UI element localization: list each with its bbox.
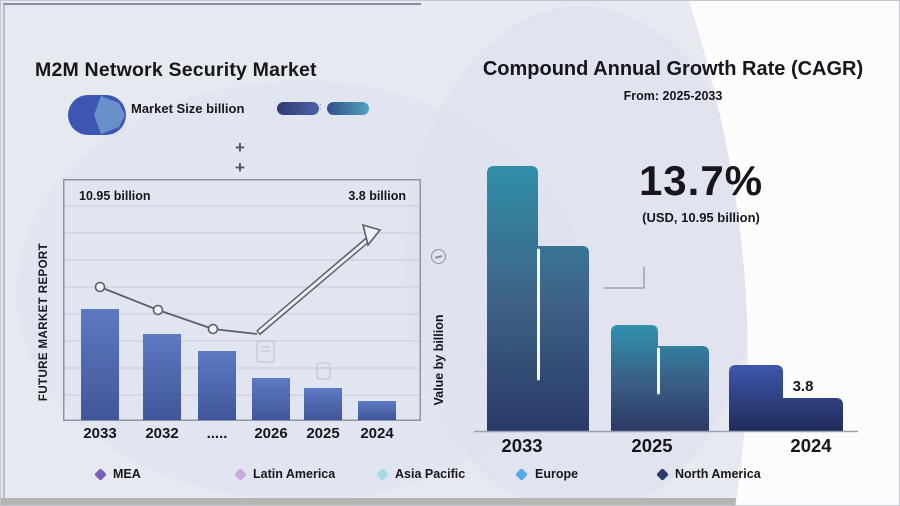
trend-markers — [94, 281, 219, 335]
plus-icon: + — [235, 158, 245, 177]
bar-dots — [198, 351, 236, 420]
market-bars — [81, 309, 396, 420]
database-icon — [68, 95, 126, 135]
future-market-report-watermark: FUTURE MARKET REPORT — [38, 242, 50, 402]
cagr-subtitle: From: 2025-2033 — [623, 89, 723, 103]
legend-label-latin-america: Latin America — [253, 467, 336, 481]
gridlines — [64, 205, 420, 396]
trend-line — [99, 286, 258, 335]
white-swoosh — [689, 1, 899, 505]
x-label-2025: 2025 — [306, 425, 340, 442]
annotation-3-8-billion: 3.8 billion — [348, 189, 406, 203]
market-size-label: Market Size billion — [131, 101, 245, 116]
x-label-2033: 2033 — [83, 425, 117, 442]
x-label-2024: 2024 — [360, 425, 394, 442]
annotation-3-8: 3.8 — [792, 378, 814, 395]
bar-2024 — [358, 401, 396, 420]
step-bracket-decor — [604, 267, 645, 289]
cagr-title: Compound Annual Growth Rate (CAGR) — [482, 58, 864, 80]
cagr-value-note: (USD, 10.95 billion) — [642, 210, 760, 225]
growth-arrow-icon — [256, 223, 382, 336]
bottom-strip — [1, 498, 749, 505]
market-size-chart — [63, 179, 421, 421]
cagr-x-label-2025: 2025 — [631, 435, 673, 456]
page-title: M2M Network Security Market — [35, 59, 317, 81]
legend-label-europe: Europe — [535, 467, 579, 481]
x-label-dots: ..... — [206, 425, 228, 442]
bar-2032 — [143, 334, 181, 420]
annotation-10-95-billion: 10.95 billion — [79, 189, 151, 203]
bar-2033 — [81, 309, 119, 420]
ratio-pill-dark-icon — [277, 102, 319, 115]
ratio-separator: : — [319, 101, 322, 111]
ratio-pill-gradient-icon — [327, 102, 369, 115]
value-by-billion-axis-label: Value by billion — [432, 314, 446, 406]
watermark-doc-icon — [256, 340, 331, 380]
bar-2025 — [304, 388, 342, 420]
plus-icon: + — [235, 138, 245, 157]
cagr-value: 13.7% — [638, 157, 764, 204]
bar-group-2024 — [729, 365, 843, 431]
legend-label-asia-pacific: Asia Pacific — [395, 467, 466, 481]
cagr-x-label-2033: 2033 — [501, 435, 543, 456]
legend-label-north-america: North America — [675, 467, 761, 481]
circle-minus-icon — [431, 249, 446, 264]
cagr-chart — [474, 166, 858, 433]
legend-label-mea: MEA — [113, 467, 141, 481]
bar-2026 — [252, 378, 290, 420]
cagr-x-label-2024: 2024 — [790, 435, 832, 456]
chart-border — [63, 179, 421, 421]
x-label-2032: 2032 — [145, 425, 179, 442]
x-label-2026: 2026 — [254, 425, 288, 442]
